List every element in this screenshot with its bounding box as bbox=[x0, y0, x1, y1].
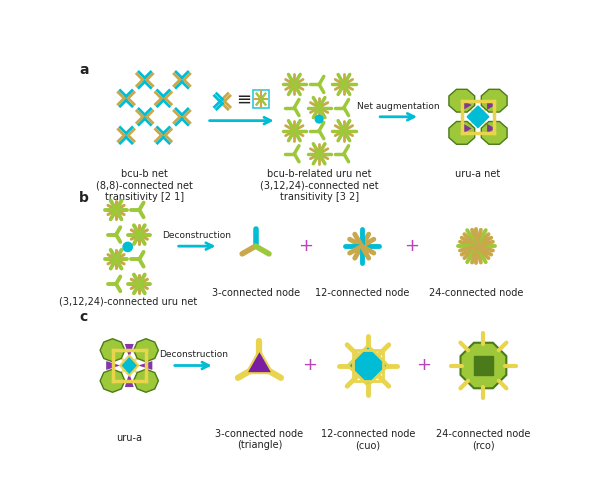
Polygon shape bbox=[467, 106, 489, 127]
Text: b: b bbox=[79, 191, 89, 205]
Polygon shape bbox=[120, 356, 139, 375]
Text: +: + bbox=[404, 237, 419, 255]
Polygon shape bbox=[348, 345, 388, 386]
Polygon shape bbox=[487, 124, 495, 133]
Polygon shape bbox=[473, 356, 493, 375]
Circle shape bbox=[123, 242, 133, 251]
Polygon shape bbox=[100, 369, 125, 392]
Polygon shape bbox=[487, 100, 495, 110]
Bar bbox=[253, 90, 269, 108]
Text: +: + bbox=[298, 237, 313, 255]
Polygon shape bbox=[134, 338, 158, 362]
Text: ≡: ≡ bbox=[236, 91, 251, 109]
Polygon shape bbox=[463, 124, 472, 133]
Text: +: + bbox=[302, 357, 317, 374]
Polygon shape bbox=[125, 344, 134, 358]
Text: bcu-b net
(8,8)-connected net
transitivity [2 1]: bcu-b net (8,8)-connected net transitivi… bbox=[97, 169, 193, 202]
Polygon shape bbox=[463, 100, 472, 110]
Text: a: a bbox=[79, 63, 88, 77]
Polygon shape bbox=[106, 361, 120, 370]
Text: +: + bbox=[416, 357, 431, 374]
Text: 3-connected node: 3-connected node bbox=[212, 288, 299, 299]
Text: c: c bbox=[79, 310, 87, 324]
Circle shape bbox=[315, 115, 323, 123]
Polygon shape bbox=[461, 343, 506, 388]
Polygon shape bbox=[449, 122, 475, 144]
Bar bbox=[353, 350, 383, 380]
Text: 24-connected node
(rco): 24-connected node (rco) bbox=[436, 429, 530, 450]
Text: bcu-b-related uru net
(3,12,24)-connected net
transitivity [3 2]: bcu-b-related uru net (3,12,24)-connecte… bbox=[260, 169, 379, 202]
Polygon shape bbox=[481, 90, 507, 112]
Text: uru-a: uru-a bbox=[116, 433, 142, 443]
Text: (3,12,24)-connected uru net: (3,12,24)-connected uru net bbox=[59, 296, 197, 306]
Polygon shape bbox=[134, 369, 158, 392]
Text: Net augmentation: Net augmentation bbox=[357, 102, 440, 111]
Text: uru-a net: uru-a net bbox=[455, 169, 500, 179]
Text: 12-connected node
(cuo): 12-connected node (cuo) bbox=[321, 429, 415, 450]
Text: Deconstruction: Deconstruction bbox=[158, 350, 227, 359]
Text: Deconstruction: Deconstruction bbox=[163, 231, 232, 240]
Polygon shape bbox=[481, 122, 507, 144]
Polygon shape bbox=[246, 350, 272, 373]
Polygon shape bbox=[449, 90, 475, 112]
Text: 24-connected node: 24-connected node bbox=[429, 288, 524, 299]
Polygon shape bbox=[125, 373, 134, 387]
Text: 12-connected node: 12-connected node bbox=[314, 288, 409, 299]
Text: 3-connected node
(triangle): 3-connected node (triangle) bbox=[215, 429, 304, 450]
Polygon shape bbox=[138, 361, 152, 370]
Polygon shape bbox=[100, 338, 125, 362]
